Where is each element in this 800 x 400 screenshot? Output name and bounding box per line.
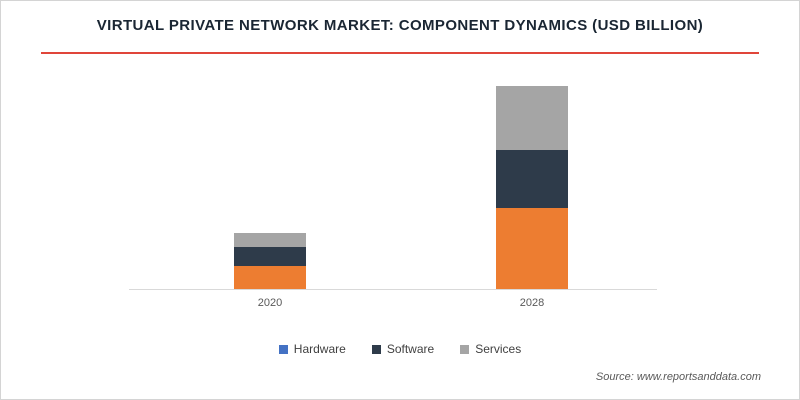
x-tick-label-2028: 2028: [519, 297, 545, 309]
bar-segment-software-2020: [234, 246, 306, 267]
hardware-swatch-icon: [278, 344, 288, 354]
plot-area: 2020 2028: [129, 61, 657, 309]
x-tick-label-2020: 2020: [257, 297, 283, 309]
bar-segment-services-2028: [496, 85, 568, 151]
title-underline-rule: [41, 52, 759, 54]
legend-label-services: Services: [475, 342, 522, 356]
legend-item-services: Services: [460, 342, 521, 356]
legend: Hardware Software Services: [1, 342, 799, 356]
legend-label-software: Software: [386, 342, 435, 356]
bar-segment-hardware-2020: [234, 266, 306, 289]
stacked-bar-2020: [234, 232, 306, 289]
software-swatch-icon: [371, 344, 381, 354]
stacked-bar-2028: [496, 85, 568, 289]
legend-item-software: Software: [371, 342, 435, 356]
legend-item-hardware: Hardware: [278, 342, 346, 356]
legend-label-hardware: Hardware: [293, 342, 346, 356]
services-swatch-icon: [460, 344, 470, 354]
chart-title: VIRTUAL PRIVATE NETWORK MARKET: COMPONEN…: [96, 17, 704, 34]
bar-segment-services-2020: [234, 232, 306, 247]
bar-segment-software-2028: [496, 150, 568, 209]
bar-segment-hardware-2028: [496, 208, 568, 289]
source-attribution: Source: www.reportsanddata.com: [595, 371, 761, 383]
